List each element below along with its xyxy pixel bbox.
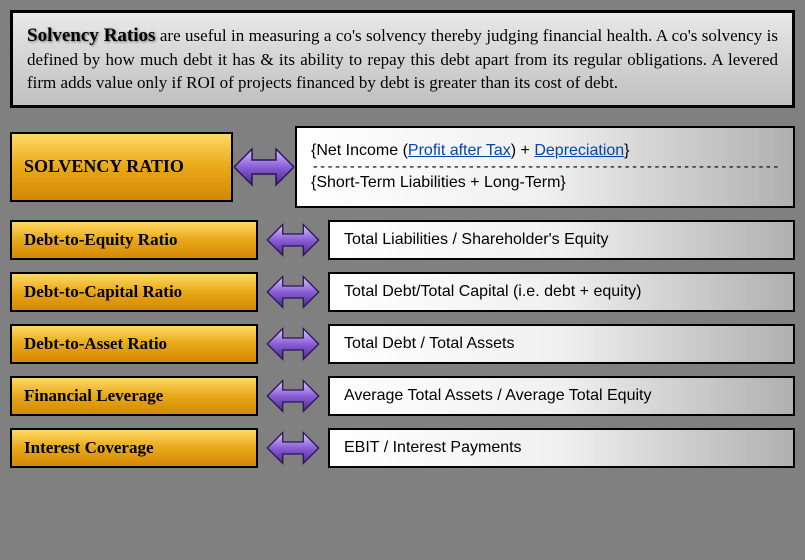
double-arrow-icon [258,326,328,362]
link-depreciation[interactable]: Depreciation [534,142,624,159]
formula-numerator: {Net Income (Profit after Tax) + Depreci… [311,142,779,160]
row-debt-to-asset: Debt-to-Asset Ratio Total Debt / Total A… [10,324,795,364]
label-solvency-ratio: SOLVENCY RATIO [10,132,233,202]
formula-divider: ----------------------------------------… [311,160,779,174]
row-debt-to-equity: Debt-to-Equity Ratio Total Liabilities /… [10,220,795,260]
row-interest-coverage: Interest Coverage EBIT / Interest Paymen… [10,428,795,468]
row-solvency-ratio: SOLVENCY RATIO {Net Income (Profit after… [10,126,795,208]
formula-financial-leverage: Average Total Assets / Average Total Equ… [328,376,795,416]
formula-denominator: {Short-Term Liabilities + Long-Term} [311,174,779,192]
intro-title: Solvency Ratios [27,25,155,46]
label-financial-leverage: Financial Leverage [10,376,258,416]
double-arrow-icon [233,146,295,188]
double-arrow-icon [258,222,328,258]
formula-debt-to-equity: Total Liabilities / Shareholder's Equity [328,220,795,260]
label-debt-to-capital: Debt-to-Capital Ratio [10,272,258,312]
double-arrow-icon [258,378,328,414]
label-debt-to-equity: Debt-to-Equity Ratio [10,220,258,260]
row-financial-leverage: Financial Leverage Average Total Assets … [10,376,795,416]
double-arrow-icon [258,274,328,310]
formula-debt-to-asset: Total Debt / Total Assets [328,324,795,364]
label-debt-to-asset: Debt-to-Asset Ratio [10,324,258,364]
formula-solvency-ratio: {Net Income (Profit after Tax) + Depreci… [295,126,795,208]
row-debt-to-capital: Debt-to-Capital Ratio Total Debt/Total C… [10,272,795,312]
intro-text: Solvency Ratios are useful in measuring … [10,10,795,108]
label-interest-coverage: Interest Coverage [10,428,258,468]
formula-debt-to-capital: Total Debt/Total Capital (i.e. debt + eq… [328,272,795,312]
link-profit-after-tax[interactable]: Profit after Tax [408,142,511,159]
double-arrow-icon [258,430,328,466]
formula-interest-coverage: EBIT / Interest Payments [328,428,795,468]
